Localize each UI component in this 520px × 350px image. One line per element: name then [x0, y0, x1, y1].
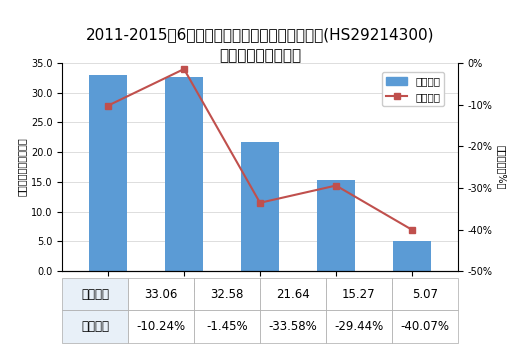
Text: 2011-2015年6月甲苯胺及其衍生物以及它们的盐(HS29214300): 2011-2015年6月甲苯胺及其衍生物以及它们的盐(HS29214300) — [86, 28, 434, 42]
Text: 进口总额及增速统计: 进口总额及增速统计 — [219, 49, 301, 63]
Bar — [165, 77, 203, 271]
Legend: 进口金额, 同比增长: 进口金额, 同比增长 — [382, 72, 445, 106]
Y-axis label: 进口金额（百万美元）: 进口金额（百万美元） — [17, 138, 27, 196]
Bar — [241, 142, 279, 271]
Bar — [317, 180, 355, 271]
Bar — [393, 241, 431, 271]
Bar — [89, 75, 127, 271]
Y-axis label: 同比增长（%）: 同比增长（%） — [497, 145, 506, 189]
